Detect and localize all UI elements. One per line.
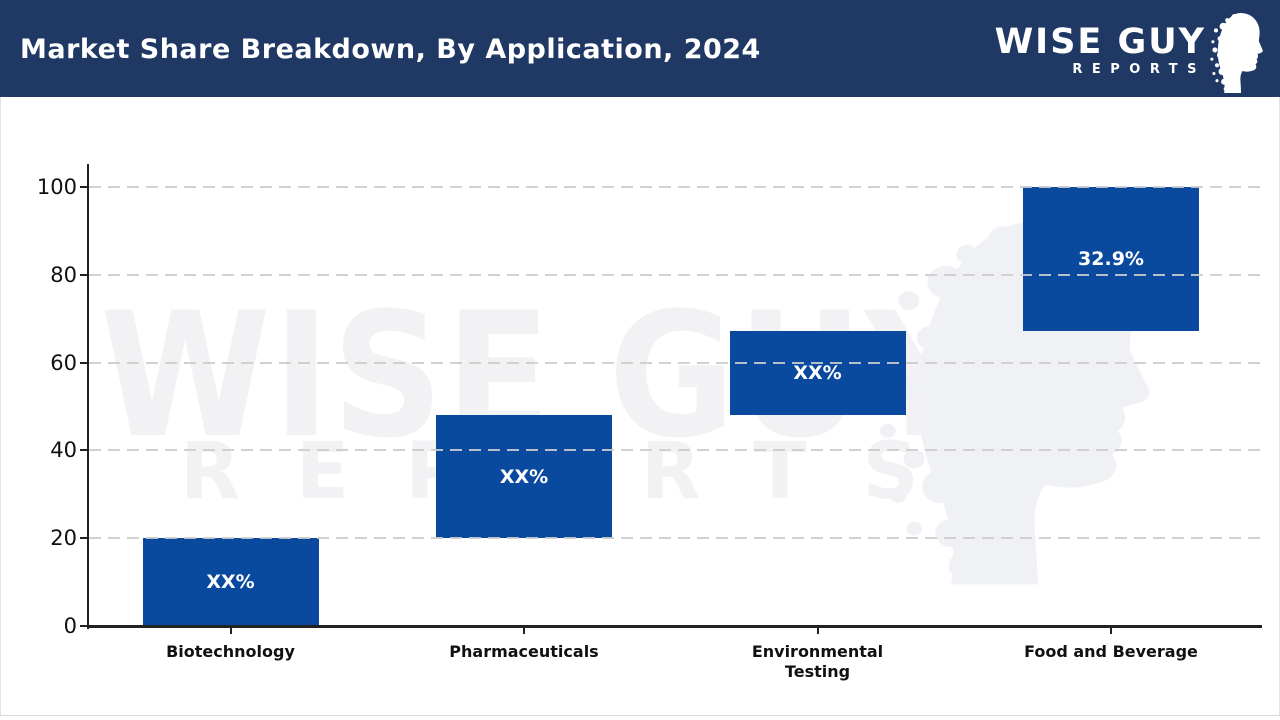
grid-line bbox=[89, 273, 1262, 276]
x-tick-label: Biotechnology bbox=[166, 642, 295, 661]
x-axis-tick bbox=[229, 628, 232, 634]
bar-value-label: XX% bbox=[206, 571, 255, 594]
x-tick-label: Food and Beverage bbox=[1024, 642, 1198, 661]
y-axis-line bbox=[87, 164, 89, 629]
page-title: Market Share Breakdown, By Application, … bbox=[20, 34, 761, 65]
page-bottom-rule bbox=[0, 715, 1280, 716]
x-tick-label: Environmental Testing bbox=[751, 642, 884, 681]
bar bbox=[1023, 187, 1199, 332]
bar-value-label: XX% bbox=[499, 465, 549, 488]
y-axis-tick bbox=[80, 449, 87, 452]
y-axis-tick bbox=[80, 537, 87, 540]
y-axis-tick bbox=[80, 361, 87, 364]
bar bbox=[436, 415, 612, 539]
y-tick-label: 0 bbox=[63, 614, 77, 638]
bar bbox=[142, 538, 319, 626]
brand-subname: REPORTS bbox=[1072, 62, 1206, 77]
y-tick-label: 80 bbox=[50, 262, 77, 287]
x-axis-tick bbox=[816, 628, 819, 634]
brand-logo-text: WISE GUY REPORTS bbox=[995, 24, 1206, 78]
y-tick-label: 20 bbox=[50, 526, 77, 551]
y-axis-tick bbox=[80, 186, 87, 188]
y-tick-label: 60 bbox=[50, 350, 77, 375]
x-axis-line bbox=[87, 625, 1262, 628]
waterfall-chart: WISE GUY REPORTS 020406080100XX%Biotechn… bbox=[0, 97, 1280, 716]
y-tick-label: 100 bbox=[36, 175, 77, 199]
header-band: Market Share Breakdown, By Application, … bbox=[0, 0, 1280, 97]
brand-face-icon bbox=[1210, 13, 1263, 93]
y-axis-tick bbox=[80, 625, 87, 627]
bar bbox=[729, 331, 906, 416]
grid-line bbox=[89, 537, 1262, 540]
grid-line bbox=[89, 186, 1262, 188]
bar-value-label: XX% bbox=[793, 362, 842, 385]
y-axis-tick bbox=[80, 273, 87, 276]
page-border-left bbox=[0, 97, 1, 716]
x-tick-label: Pharmaceuticals bbox=[449, 642, 599, 661]
x-axis-tick bbox=[523, 628, 525, 634]
brand-logo: WISE GUY REPORTS bbox=[995, 6, 1268, 93]
x-axis-tick bbox=[1110, 628, 1112, 634]
y-tick-label: 40 bbox=[50, 438, 77, 463]
grid-line bbox=[89, 449, 1262, 452]
bar-value-label: 32.9% bbox=[1078, 248, 1144, 271]
grid-line bbox=[89, 361, 1262, 364]
brand-name: WISE GUY bbox=[994, 22, 1206, 62]
